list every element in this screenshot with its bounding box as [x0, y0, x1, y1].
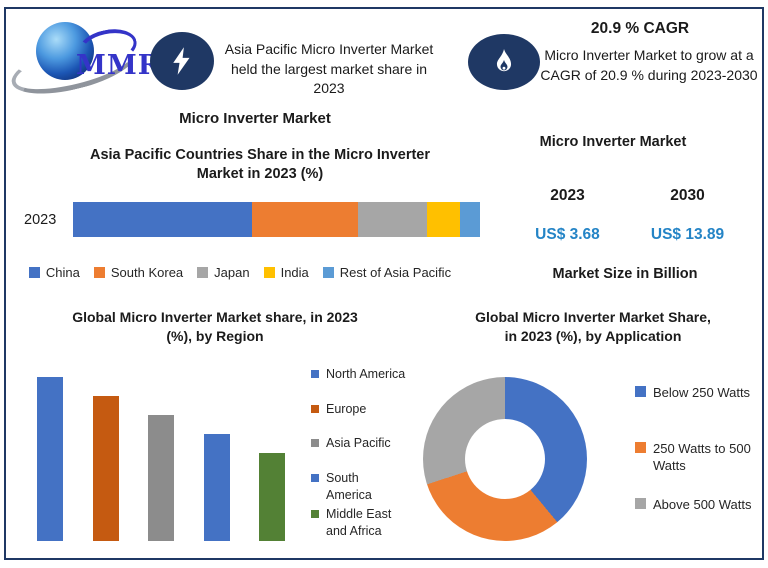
legend-label: 250 Watts to 500 Watts	[653, 441, 751, 473]
legend-marker-europe	[311, 405, 319, 413]
market-size-title: Micro Inverter Market	[539, 134, 687, 150]
legend-marker-above-500-watts	[635, 498, 646, 509]
legend-marker-south-korea	[93, 267, 105, 278]
stacked-segment-india	[427, 202, 460, 237]
application-donut-chart	[423, 377, 587, 541]
bar-asia-pacific	[148, 415, 174, 541]
donut-hole	[465, 419, 545, 499]
legend-label: South Korea	[110, 265, 184, 280]
legend-item: North America	[311, 366, 406, 383]
legend-item: Europe	[311, 401, 406, 418]
legend-label: Japan	[214, 265, 250, 280]
legend-marker-asia-pacific	[311, 439, 319, 447]
legend-item: Rest of Asia Pacific	[322, 265, 452, 280]
legend-item: India	[263, 265, 309, 280]
legend-label: North America	[326, 367, 406, 381]
cagr-value: 20.9 % CAGR	[590, 20, 690, 37]
legend-marker-250-to-500-watts	[635, 442, 646, 453]
logo-text: MMR	[76, 50, 162, 81]
bar-north-america	[37, 377, 63, 541]
legend-label: India	[280, 265, 309, 280]
legend-marker-middle-east-and-africa	[311, 510, 319, 518]
region-bar-chart	[0, 370, 310, 541]
legend-marker-south-america	[311, 474, 319, 482]
stacked-bar-category-label: 2023	[24, 212, 57, 228]
stacked-segment-south-korea	[252, 202, 358, 237]
stacked-segment-rest-of-asia-pacific	[459, 202, 480, 237]
legend-item: Middle East and Africa	[311, 506, 406, 540]
stacked-chart-title: Asia Pacific Countries Share in the Micr…	[89, 147, 431, 182]
legend-label: South America	[326, 471, 372, 502]
legend-item: Below 250 Watts	[635, 384, 760, 401]
legend-item: Asia Pacific	[311, 435, 416, 452]
mmr-logo: MMR	[6, 16, 160, 104]
legend-label: Below 250 Watts	[653, 385, 751, 400]
legend-item: Japan	[197, 265, 250, 280]
market-value-2030: US$ 13.89	[650, 226, 725, 243]
legend-label: China	[45, 265, 80, 280]
year-start-label: 2023	[550, 187, 585, 204]
bar-south-america	[204, 434, 230, 541]
stacked-bar-legend: China South Korea Japan India Rest of As…	[10, 265, 470, 280]
bar-middle-east-and-africa	[259, 453, 285, 541]
stacked-segment-china	[73, 202, 253, 237]
legend-marker-india	[263, 267, 275, 278]
legend-marker-china	[28, 267, 40, 278]
stacked-segment-japan	[357, 202, 428, 237]
legend-marker-north-america	[311, 370, 319, 378]
highlight-note: Asia Pacific Micro Inverter Market held …	[224, 41, 434, 96]
legend-marker-rest-of-asia-pacific	[322, 267, 334, 278]
highlight-badge	[150, 32, 214, 90]
asia-pacific-stacked-bar	[73, 202, 480, 237]
globe-icon	[36, 22, 94, 80]
legend-item: 250 Watts to 500 Watts	[635, 440, 753, 474]
lightning-icon	[173, 47, 190, 75]
legend-item: China	[28, 265, 80, 280]
flame-icon	[496, 49, 512, 72]
bar-europe	[93, 396, 119, 541]
left-panel-title: Micro Inverter Market	[179, 110, 331, 127]
legend-marker-japan	[197, 267, 209, 278]
year-end-label: 2030	[670, 187, 705, 204]
cagr-badge	[468, 34, 540, 90]
market-value-2023: US$ 3.68	[535, 226, 600, 243]
legend-item: Above 500 Watts	[635, 496, 760, 513]
legend-label: Asia Pacific	[326, 436, 391, 450]
legend-marker-below-250-watts	[635, 386, 646, 397]
region-chart-title: Global Micro Inverter Market share, in 2…	[72, 309, 358, 344]
legend-item: South America	[311, 470, 406, 504]
market-size-caption: Market Size in Billion	[552, 266, 698, 282]
legend-label: Rest of Asia Pacific	[339, 265, 452, 280]
legend-item: South Korea	[93, 265, 184, 280]
application-chart-title: Global Micro Inverter Market Share, in 2…	[475, 309, 711, 344]
legend-label: Above 500 Watts	[653, 497, 752, 512]
legend-label: Europe	[326, 402, 367, 416]
legend-label: Middle East and Africa	[326, 507, 392, 538]
cagr-note: Micro Inverter Market to grow at a CAGR …	[540, 47, 758, 83]
